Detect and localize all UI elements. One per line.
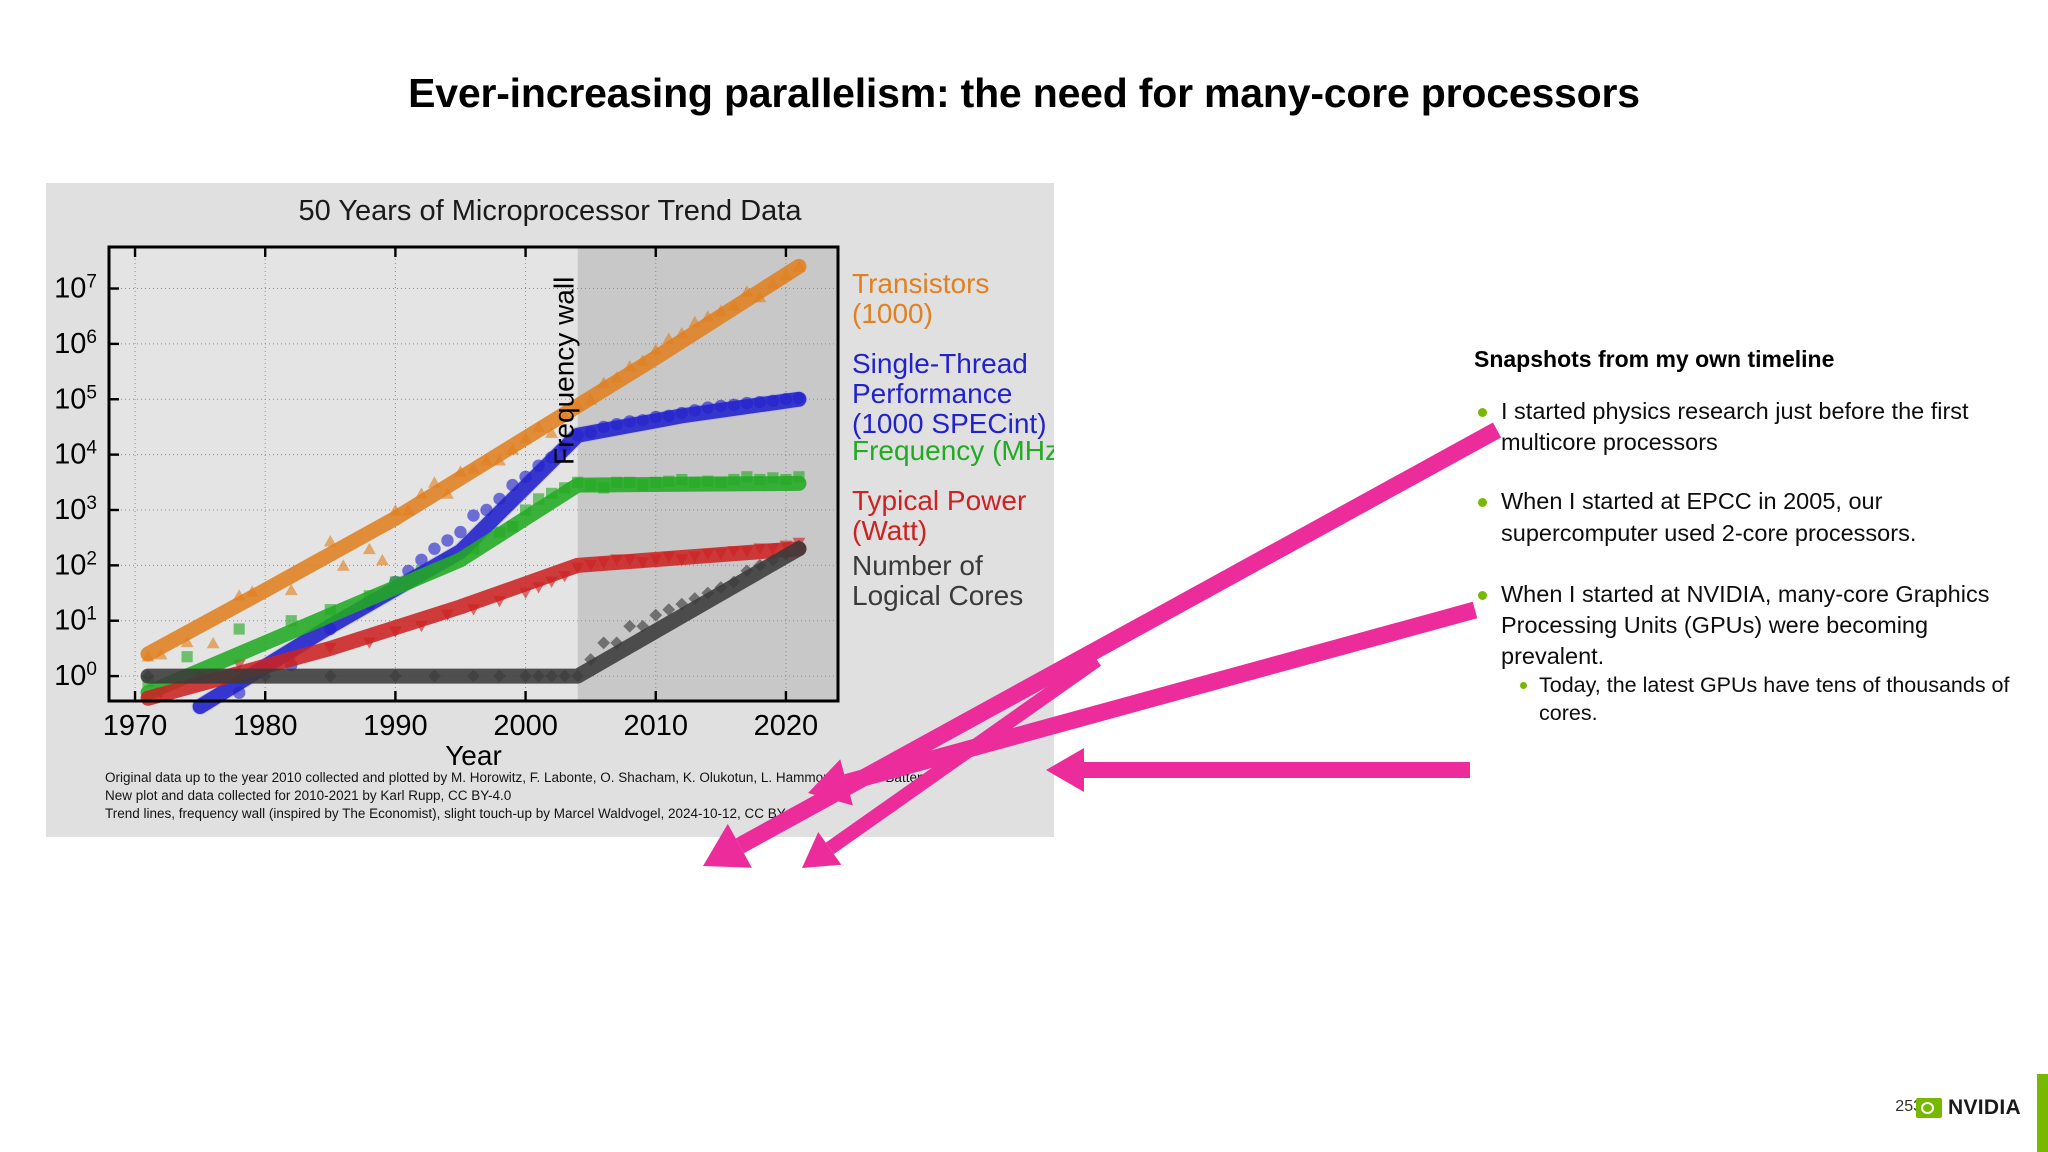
- series-trendline: [140, 475, 807, 701]
- list-item-label: When I started at EPCC in 2005, our supe…: [1501, 488, 1917, 546]
- page-number: 253: [1895, 1098, 1922, 1115]
- list-item: When I started at NVIDIA, many-core Grap…: [1474, 579, 2019, 673]
- svg-text:Transistors: Transistors: [852, 268, 989, 299]
- svg-text:1980: 1980: [233, 710, 298, 742]
- svg-text:101: 101: [54, 603, 97, 637]
- svg-text:107: 107: [54, 271, 97, 305]
- svg-text:(1000): (1000): [852, 298, 933, 329]
- chart-panel: 50 Years of Microprocessor Trend Data 10…: [46, 183, 1054, 837]
- list-item: I started physics research just before t…: [1474, 396, 2019, 459]
- bullet-dot-icon: [1478, 498, 1487, 508]
- page-title: Ever-increasing parallelism: the need fo…: [408, 70, 1640, 116]
- svg-text:2000: 2000: [493, 710, 558, 742]
- nvidia-eye-icon: [1916, 1098, 1943, 1118]
- bullet-dot-icon: [1478, 407, 1487, 417]
- series-trendline: [140, 258, 807, 662]
- svg-text:Frequency (MHz): Frequency (MHz): [852, 435, 1054, 466]
- svg-text:2020: 2020: [754, 710, 819, 742]
- notes-panel: Snapshots from my own timeline I started…: [1474, 345, 2019, 727]
- list-item-label: I started physics research just before t…: [1501, 397, 1969, 455]
- notes-heading: Snapshots from my own timeline: [1474, 346, 1835, 372]
- svg-text:104: 104: [54, 437, 97, 471]
- list-item-label: When I started at NVIDIA, many-core Grap…: [1501, 580, 1990, 670]
- svg-text:103: 103: [54, 492, 97, 526]
- svg-text:1990: 1990: [363, 710, 428, 742]
- svg-text:Year: Year: [445, 740, 502, 771]
- svg-text:Single-Thread: Single-Thread: [852, 348, 1028, 379]
- series-trendline: [140, 541, 807, 706]
- series-trendline: [192, 391, 807, 715]
- svg-text:Typical Power: Typical Power: [852, 485, 1026, 516]
- chart-title: 50 Years of Microprocessor Trend Data: [298, 195, 802, 227]
- bullet-dot-icon: [1520, 681, 1527, 689]
- svg-text:105: 105: [54, 382, 97, 416]
- list-item: When I started at EPCC in 2005, our supe…: [1474, 486, 2019, 549]
- nvidia-logo: NVIDIA: [1916, 1096, 2021, 1120]
- svg-text:102: 102: [54, 548, 97, 582]
- brand-edge-bar: [2037, 1074, 2048, 1152]
- svg-text:Number of: Number of: [852, 550, 983, 581]
- nvidia-wordmark: NVIDIA: [1948, 1096, 2021, 1119]
- sub-list-item: Today, the latest GPUs have tens of thou…: [1520, 671, 2019, 728]
- svg-text:Performance: Performance: [852, 378, 1012, 409]
- svg-text:(Watt): (Watt): [852, 515, 927, 546]
- svg-text:2010: 2010: [623, 710, 688, 742]
- sub-list-item-label: Today, the latest GPUs have tens of thou…: [1539, 672, 2010, 725]
- svg-text:1970: 1970: [103, 710, 168, 742]
- svg-text:100: 100: [54, 659, 97, 693]
- svg-text:Frequency wall: Frequency wall: [549, 277, 580, 465]
- series-trendline: [140, 541, 807, 684]
- chart-credits: Original data up to the year 2010 collec…: [105, 770, 925, 821]
- svg-text:Logical Cores: Logical Cores: [852, 580, 1023, 611]
- microprocessor-trend-chart: 100 101 102 103 104 105 106 107 1970 1980 1990 2000…: [54, 245, 1054, 771]
- bullet-dot-icon: [1478, 590, 1487, 600]
- svg-text:106: 106: [54, 326, 97, 360]
